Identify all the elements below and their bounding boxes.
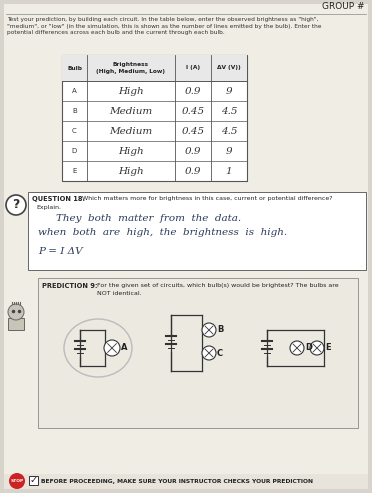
Text: NOT identical.: NOT identical. <box>97 291 142 296</box>
Text: Bulb: Bulb <box>67 66 82 70</box>
Bar <box>29 476 38 485</box>
Circle shape <box>202 323 216 337</box>
Text: Medium: Medium <box>109 106 153 115</box>
Text: QUESTION 18.: QUESTION 18. <box>32 196 85 202</box>
Circle shape <box>104 340 120 356</box>
Text: 0.9: 0.9 <box>185 167 201 176</box>
Text: 0.9: 0.9 <box>185 146 201 155</box>
Text: B: B <box>217 325 223 334</box>
Text: A: A <box>121 344 128 352</box>
Text: when  both  are  high,  the  brightness  is  high.: when both are high, the brightness is hi… <box>38 228 287 237</box>
Circle shape <box>202 346 216 360</box>
Text: 9: 9 <box>226 146 232 155</box>
Bar <box>38 278 358 428</box>
Text: C: C <box>72 128 77 134</box>
Text: E: E <box>325 344 331 352</box>
Text: 4.5: 4.5 <box>221 106 237 115</box>
Text: PREDICTION 9:: PREDICTION 9: <box>42 283 97 289</box>
Text: GROUP #: GROUP # <box>321 2 364 11</box>
Text: ?: ? <box>12 199 20 211</box>
Text: I (A): I (A) <box>186 66 200 70</box>
Circle shape <box>310 341 324 355</box>
Text: 0.45: 0.45 <box>182 127 205 136</box>
Text: 0.45: 0.45 <box>182 106 205 115</box>
Text: High: High <box>118 146 144 155</box>
Bar <box>62 55 247 81</box>
Text: STOP: STOP <box>10 479 23 483</box>
Text: ✓: ✓ <box>29 476 38 486</box>
Text: D: D <box>305 344 312 352</box>
Text: Test your prediction, by building each circuit. In the table below, enter the ob: Test your prediction, by building each c… <box>7 17 321 35</box>
Circle shape <box>8 304 24 320</box>
Bar <box>8 318 24 330</box>
Circle shape <box>290 341 304 355</box>
Bar <box>4 474 368 489</box>
Bar <box>28 192 366 270</box>
Text: 1: 1 <box>226 167 232 176</box>
Text: D: D <box>72 148 77 154</box>
Text: ΔV (V)): ΔV (V)) <box>217 66 241 70</box>
Text: Explain.: Explain. <box>36 205 61 210</box>
Bar <box>62 55 247 181</box>
Circle shape <box>6 195 26 215</box>
Text: 4.5: 4.5 <box>221 127 237 136</box>
Text: 9: 9 <box>226 86 232 96</box>
Text: BEFORE PROCEEDING, MAKE SURE YOUR INSTRUCTOR CHECKS YOUR PREDICTION: BEFORE PROCEEDING, MAKE SURE YOUR INSTRU… <box>41 480 313 485</box>
Text: Brightness
(High, Medium, Low): Brightness (High, Medium, Low) <box>96 63 166 73</box>
Text: B: B <box>72 108 77 114</box>
Text: Which matters more for brightness in this case, current or potential difference?: Which matters more for brightness in thi… <box>82 196 333 201</box>
Text: High: High <box>118 167 144 176</box>
Text: E: E <box>72 168 77 174</box>
Circle shape <box>9 473 25 489</box>
Text: High: High <box>118 86 144 96</box>
Text: A: A <box>72 88 77 94</box>
Text: P = I ΔV: P = I ΔV <box>38 247 83 256</box>
Text: Medium: Medium <box>109 127 153 136</box>
Text: For the given set of circuits, which bulb(s) would be brightest? The bulbs are: For the given set of circuits, which bul… <box>97 283 339 288</box>
Text: C: C <box>217 349 223 357</box>
Text: They  both  matter  from  the  data.: They both matter from the data. <box>56 214 241 223</box>
Text: 0.9: 0.9 <box>185 86 201 96</box>
